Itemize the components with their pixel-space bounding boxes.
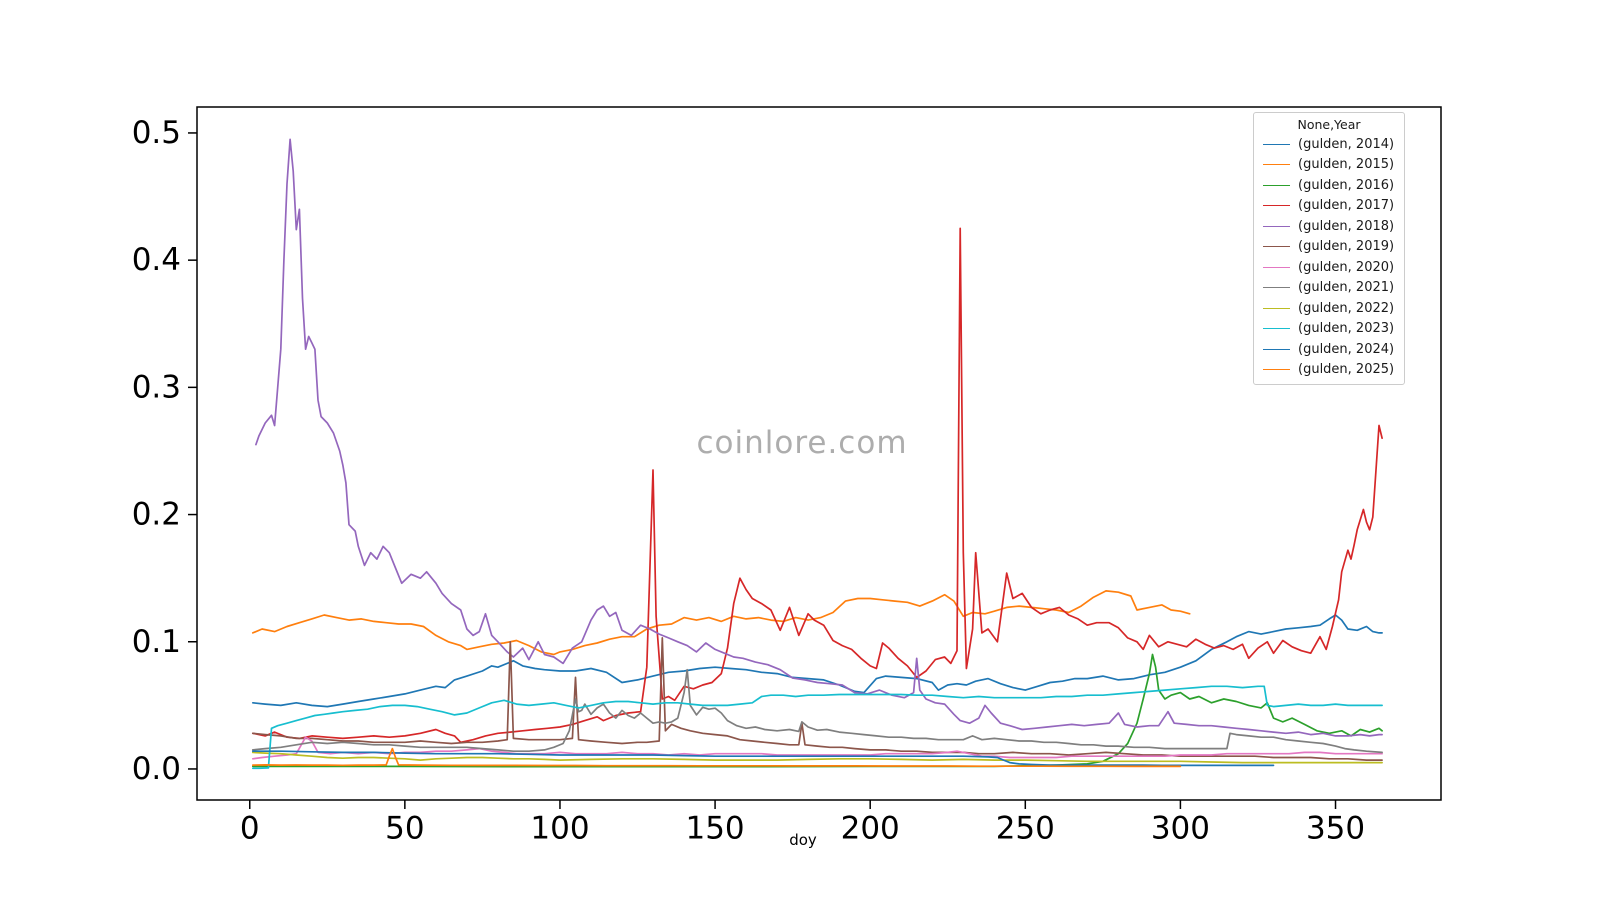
series-line-2015 [251, 590, 1191, 656]
series-line-2016 [251, 653, 1383, 768]
legend-line-swatch [1263, 328, 1290, 330]
legend-item-label: (gulden, 2021) [1298, 280, 1395, 296]
legend-item-label: (gulden, 2019) [1298, 239, 1395, 255]
legend-item-2024: (gulden, 2024) [1254, 339, 1404, 360]
legend-line-swatch [1263, 307, 1290, 309]
legend-title: None,Year [1297, 117, 1361, 132]
x-tick-label: 300 [1151, 810, 1210, 846]
legend-item-2019: (gulden, 2019) [1254, 237, 1404, 258]
legend-item-2021: (gulden, 2021) [1254, 278, 1404, 299]
legend-item-2017: (gulden, 2017) [1254, 196, 1404, 217]
legend-item-label: (gulden, 2016) [1298, 177, 1395, 193]
y-tick-label: 0.5 [132, 115, 181, 151]
x-axis-label: doy [789, 831, 817, 849]
legend-line-swatch [1263, 348, 1290, 350]
series-line-2021 [251, 668, 1383, 754]
x-tick-label: 100 [530, 810, 589, 846]
watermark-text: coinlore.com [696, 425, 908, 461]
legend-item-label: (gulden, 2024) [1298, 341, 1395, 357]
legend-item-2022: (gulden, 2022) [1254, 298, 1404, 319]
y-tick-label: 0.0 [132, 751, 181, 787]
legend-item-label: (gulden, 2025) [1298, 362, 1395, 378]
legend-line-swatch [1263, 205, 1290, 207]
x-tick-label: 0 [240, 810, 260, 846]
series-line-2014 [251, 614, 1383, 708]
legend-item-2020: (gulden, 2020) [1254, 257, 1404, 278]
series-line-2024 [251, 750, 1275, 767]
legend-line-swatch [1263, 164, 1290, 166]
series-line-2022 [251, 751, 1383, 764]
legend-item-label: (gulden, 2022) [1298, 300, 1395, 316]
legend-item-2018: (gulden, 2018) [1254, 216, 1404, 237]
legend-item-label: (gulden, 2017) [1298, 198, 1395, 214]
legend-line-swatch [1263, 369, 1290, 371]
x-tick-label: 350 [1306, 810, 1365, 846]
y-tick-label: 0.2 [132, 497, 181, 533]
legend-line-swatch [1263, 287, 1290, 289]
plot-border [196, 106, 1442, 801]
legend-item-2015: (gulden, 2015) [1254, 155, 1404, 176]
legend-box: None,Year (gulden, 2014) (gulden, 2015) (g… [1253, 112, 1405, 385]
x-tick-label: 150 [685, 810, 744, 846]
legend-item-label: (gulden, 2014) [1298, 136, 1395, 152]
y-tick-label: 0.4 [132, 242, 181, 278]
legend-item-label: (gulden, 2015) [1298, 157, 1395, 173]
y-tick-label: 0.1 [132, 624, 181, 660]
series-line-2017 [251, 227, 1383, 744]
legend-line-swatch [1263, 225, 1290, 227]
x-tick-label: 250 [996, 810, 1055, 846]
legend-item-label: (gulden, 2023) [1298, 321, 1395, 337]
series-line-2023 [251, 685, 1383, 770]
x-tick-label: 200 [841, 810, 900, 846]
series-line-2019 [251, 637, 1383, 761]
legend-item-2014: (gulden, 2014) [1254, 134, 1404, 155]
legend-item-label: (gulden, 2020) [1298, 259, 1395, 275]
y-tick-label: 0.3 [132, 369, 181, 405]
legend-line-swatch [1263, 246, 1290, 248]
legend-line-swatch [1263, 184, 1290, 186]
legend-item-label: (gulden, 2018) [1298, 218, 1395, 234]
legend-item-2016: (gulden, 2016) [1254, 175, 1404, 196]
legend-line-swatch [1263, 266, 1290, 268]
legend-line-swatch [1263, 143, 1290, 145]
legend-item-2025: (gulden, 2025) [1254, 360, 1404, 381]
legend-item-2023: (gulden, 2023) [1254, 319, 1404, 340]
x-tick-label: 50 [385, 810, 424, 846]
series-line-2018 [255, 138, 1383, 737]
legend-rows: (gulden, 2014) (gulden, 2015) (gulden, 201… [1254, 134, 1404, 380]
series-line-2025 [251, 747, 1182, 768]
